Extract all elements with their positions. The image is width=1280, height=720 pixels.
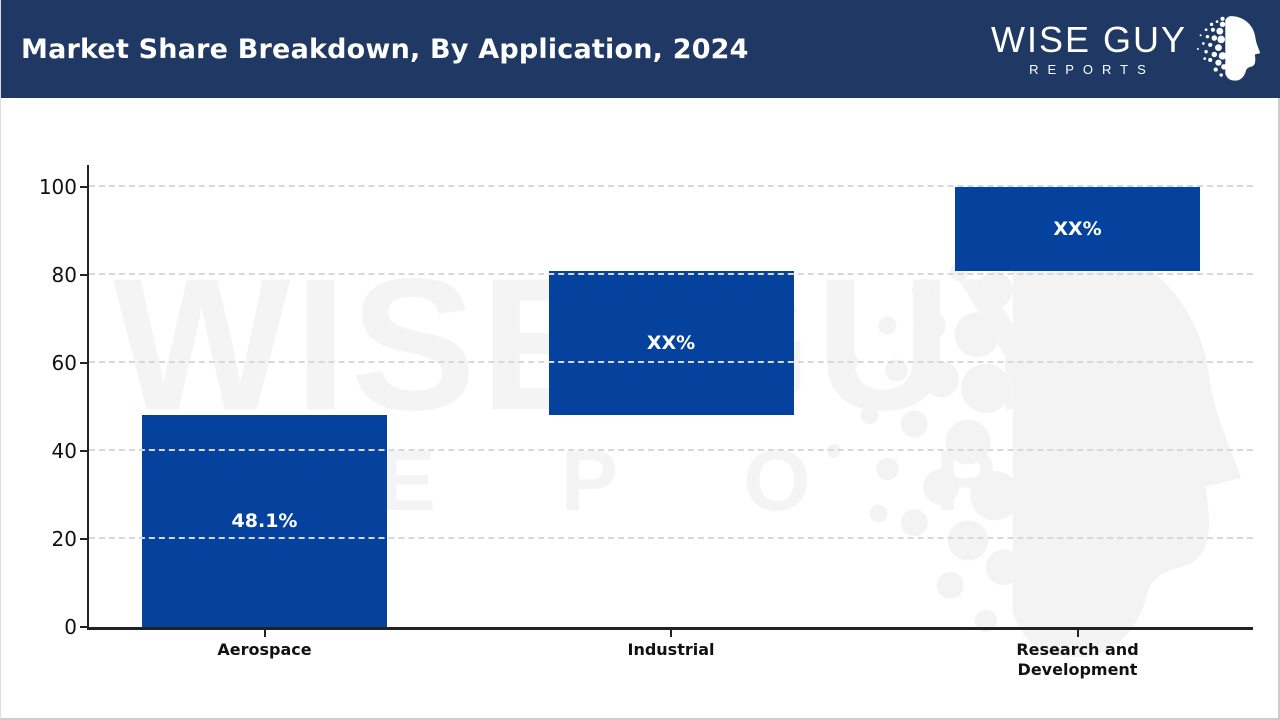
x-tick-mark [263,630,266,637]
bar-value-label: 48.1% [231,510,298,533]
bar-aerospace: 48.1% [142,415,387,627]
plot-area: 48.1% XX% XX% [89,165,1253,627]
gridline-20 [89,537,1253,539]
x-axis-line [87,627,1253,630]
bar-research-and-development: XX% [955,187,1200,271]
chart-title: Market Share Breakdown, By Application, … [21,33,749,65]
gridline-60 [89,361,1253,363]
bar-value-label: XX% [646,332,696,354]
y-tick-label: 40 [51,439,77,463]
y-tick-mark [80,186,87,188]
category-label-aerospace: Aerospace [217,640,312,659]
wise-guy-reports-logo: WISE GUY REPORTS [991,9,1263,89]
y-tick-label: 20 [51,527,77,551]
y-axis-line [87,165,89,630]
y-tick-label: 0 [64,615,77,639]
gridline-80 [89,273,1253,275]
logo-wordmark: WISE GUY [990,18,1187,60]
y-tick-label: 60 [51,351,77,375]
category-label-industrial: Industrial [627,640,715,659]
gridline-100 [89,185,1253,187]
logo-subtitle: REPORTS [1029,61,1155,77]
category-label-research-and-development: Research and Development [1016,640,1139,679]
y-tick-mark [80,362,87,364]
bar-industrial: XX% [548,270,794,416]
y-tick-mark [80,274,87,276]
y-tick-mark [80,450,87,452]
y-tick-mark [80,626,87,628]
x-tick-mark [670,630,672,637]
y-tick-label: 100 [38,175,77,199]
gridline-40 [89,449,1253,451]
bar-value-label: XX% [1053,217,1102,240]
y-tick-label: 80 [51,263,77,287]
dotted-head-icon [1196,16,1261,81]
header-bar: Market Share Breakdown, By Application, … [1,0,1280,98]
x-tick-mark [1076,630,1079,637]
y-tick-mark [80,538,87,540]
